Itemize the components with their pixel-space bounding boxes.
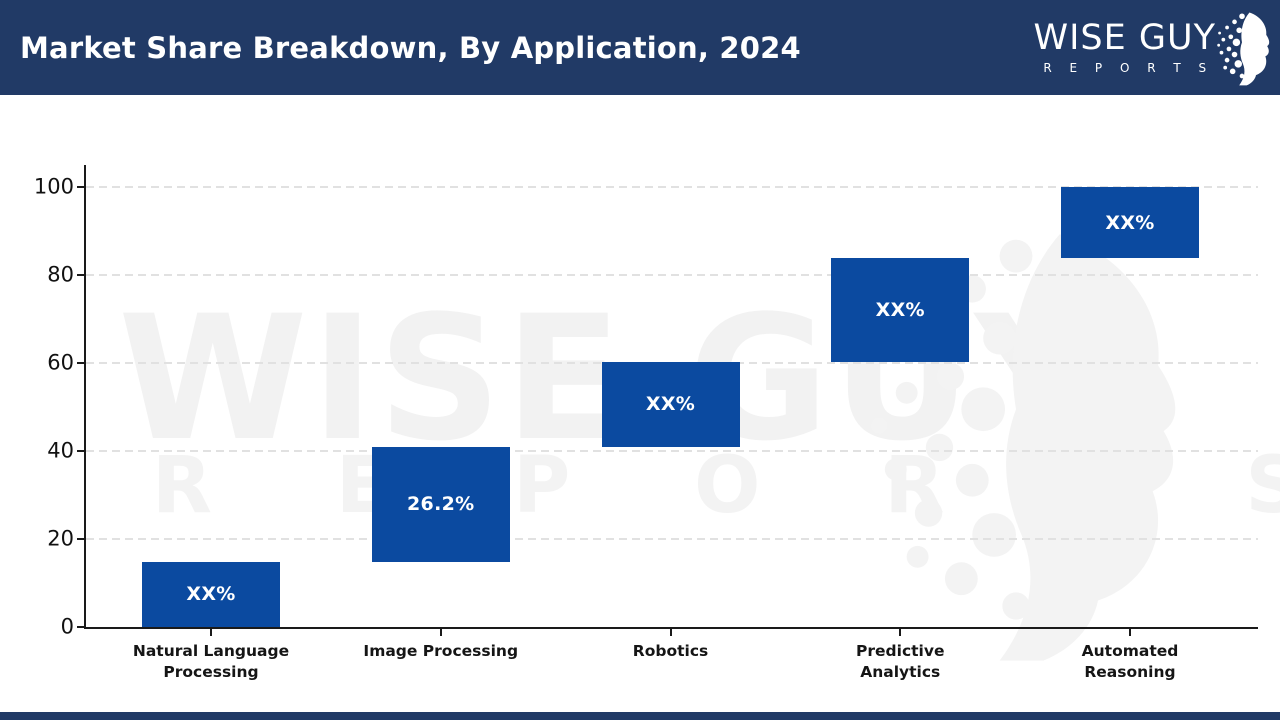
bar-value-label: 26.2% — [407, 493, 475, 516]
bar-image-processing: 26.2% — [371, 446, 510, 562]
x-tick — [1129, 627, 1131, 636]
x-category-label-line: Natural Language — [132, 642, 290, 660]
x-tick — [210, 627, 212, 636]
y-axis-line — [84, 165, 86, 629]
gridline — [86, 450, 1258, 452]
x-tick — [669, 627, 672, 636]
x-category-label: Natural Language Processing — [96, 641, 326, 683]
x-category-label-line: Processing — [163, 663, 259, 681]
x-category-label: Automated Reasoning — [1015, 641, 1245, 683]
y-tick — [77, 450, 86, 452]
bar-value-label: XX% — [875, 299, 925, 322]
y-tick-label: 20 — [47, 526, 74, 551]
dotted-face-icon — [1217, 12, 1270, 85]
wiseguy-logo-text: WISE GUY R E P O R T S — [1033, 17, 1216, 75]
logo-wordmark: WISE GUY — [1033, 17, 1216, 58]
gridline — [86, 538, 1258, 540]
gridline — [86, 186, 1258, 188]
x-category-label: Robotics — [556, 641, 786, 662]
bar-natural-language-processing: XX% — [142, 561, 280, 627]
x-category-label-line: Automated — [1081, 642, 1179, 660]
x-category-label-line: Robotics — [632, 642, 709, 660]
y-tick-label: 80 — [47, 262, 74, 287]
y-tick — [77, 186, 86, 188]
y-tick — [77, 626, 86, 628]
bar-robotics: XX% — [601, 362, 740, 447]
header: Market Share Breakdown, By Application, … — [0, 0, 1280, 95]
watermark-face-icon — [871, 234, 1176, 661]
x-category-label-line: Image Processing — [363, 642, 519, 660]
chart-area: WISE GUY R E P O R T S 0 20 40 60 80 100 XX% Na… — [0, 95, 1280, 712]
x-category-label: Image Processing — [326, 641, 556, 662]
y-tick — [77, 274, 86, 276]
y-tick-label: 40 — [47, 438, 74, 463]
y-tick-label: 60 — [47, 350, 74, 375]
bar-value-label: XX% — [645, 393, 696, 416]
bar-predictive-analytics: XX% — [831, 258, 970, 363]
y-tick-label: 100 — [33, 174, 74, 199]
x-category-label-line: Analytics — [860, 663, 941, 681]
footer-bar — [0, 712, 1280, 720]
x-category-label-line: Reasoning — [1084, 663, 1176, 681]
page-title: Market Share Breakdown, By Application, … — [20, 30, 801, 65]
x-category-label: Predictive Analytics — [785, 641, 1015, 683]
bar-automated-reasoning: XX% — [1061, 187, 1199, 259]
bar-value-label: XX% — [1105, 211, 1155, 234]
bar-value-label: XX% — [186, 583, 236, 606]
x-tick — [899, 627, 902, 636]
logo-subtitle: R E P O R T S — [1043, 60, 1214, 75]
wiseguy-logo: WISE GUY R E P O R T S — [1033, 8, 1270, 88]
x-category-label-line: Predictive — [856, 642, 945, 660]
gridline — [86, 274, 1258, 276]
y-tick-label: 0 — [60, 614, 74, 639]
y-tick — [77, 538, 86, 540]
x-tick — [439, 627, 442, 636]
y-tick — [77, 362, 86, 364]
